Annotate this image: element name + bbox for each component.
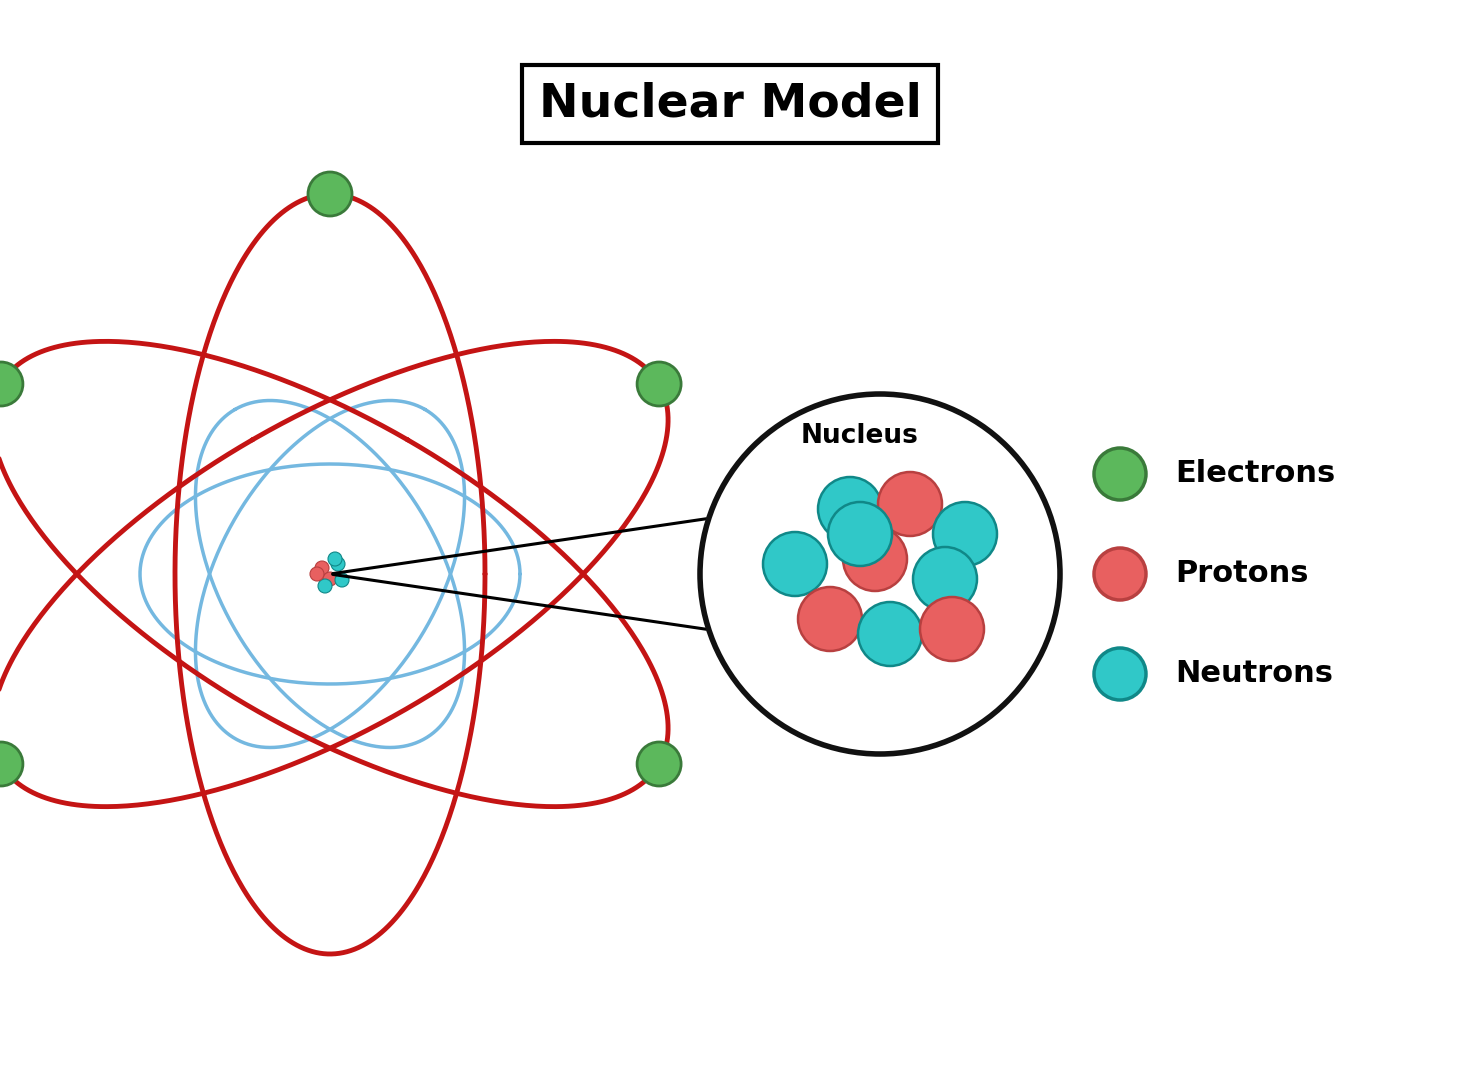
Circle shape [328,552,342,566]
Circle shape [0,742,23,786]
Circle shape [798,587,863,651]
Text: Nucleus: Nucleus [801,423,919,449]
Circle shape [914,547,978,611]
Circle shape [318,579,332,593]
Text: Neutrons: Neutrons [1174,659,1333,688]
Circle shape [844,527,908,591]
Circle shape [858,603,922,666]
Circle shape [1094,548,1147,600]
Circle shape [335,574,350,587]
Circle shape [637,742,680,786]
Circle shape [637,362,680,406]
Circle shape [310,567,323,581]
Circle shape [828,502,892,566]
Circle shape [932,502,997,566]
Circle shape [315,561,329,575]
Circle shape [331,557,345,571]
Circle shape [323,572,337,586]
Circle shape [817,477,881,541]
Text: Nuclear Model: Nuclear Model [539,82,921,127]
Circle shape [1094,648,1147,700]
Text: Protons: Protons [1174,560,1308,589]
Circle shape [699,394,1061,754]
Circle shape [1094,448,1147,500]
Circle shape [879,471,943,536]
Text: Electrons: Electrons [1174,460,1335,489]
Circle shape [307,172,353,216]
Circle shape [763,532,828,596]
Circle shape [0,362,23,406]
Circle shape [919,597,983,661]
